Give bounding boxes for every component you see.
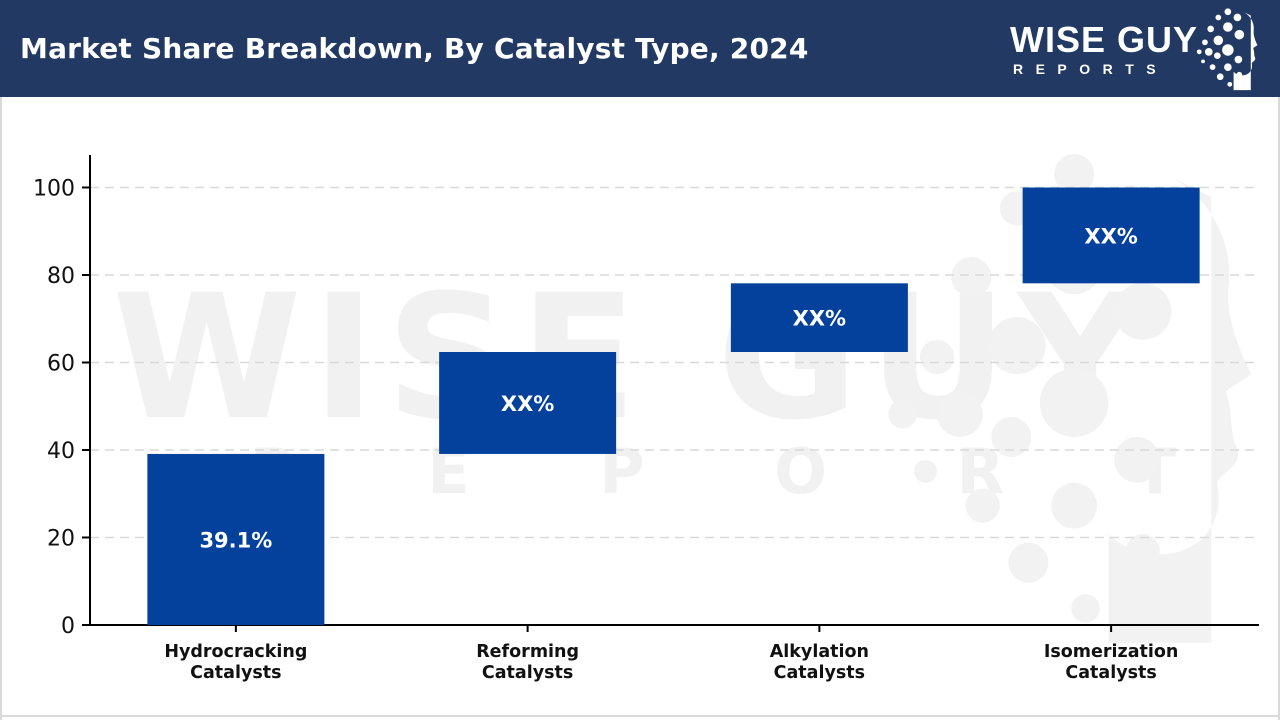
bar (439, 352, 617, 454)
x-category-label: Reforming Catalysts (476, 642, 579, 683)
x-category-label: Alkylation Catalysts (770, 642, 869, 683)
bottom-rule (2, 715, 1280, 717)
y-tick-label: 20 (47, 527, 75, 552)
bar (147, 453, 325, 625)
y-tick-label: 60 (47, 352, 75, 377)
y-tick-label: 0 (61, 614, 75, 639)
header: Market Share Breakdown, By Catalyst Type… (0, 0, 1280, 97)
bar-value-label: XX% (793, 307, 846, 331)
bar-value-label: XX% (501, 392, 554, 416)
logo-head-icon (1196, 7, 1258, 90)
y-tick-label: 80 (47, 264, 75, 289)
y-tick-label: 100 (33, 177, 75, 202)
logo-wordmark: WISE GUY (1009, 18, 1198, 60)
page-title: Market Share Breakdown, By Catalyst Type… (20, 32, 809, 65)
x-category-label: Isomerization Catalysts (1044, 642, 1179, 683)
bar (1022, 187, 1200, 284)
bar-value-label: XX% (1084, 224, 1137, 248)
logo-subtext: REPORTS (1012, 60, 1169, 77)
chart-svg: 0 20 40 60 80 100 39.1% Hydrocracking Catalysts X… (33, 155, 1259, 683)
logo: WISE GUY REPORTS (1010, 6, 1266, 92)
bar (730, 283, 908, 352)
chart-area: WISE GUY R E P O R T S 02040608010039.1%… (0, 97, 1280, 720)
y-tick-label: 40 (47, 439, 75, 464)
x-category-label: Hydrocracking Catalysts (164, 642, 307, 683)
bar-value-label: 39.1% (199, 528, 272, 552)
